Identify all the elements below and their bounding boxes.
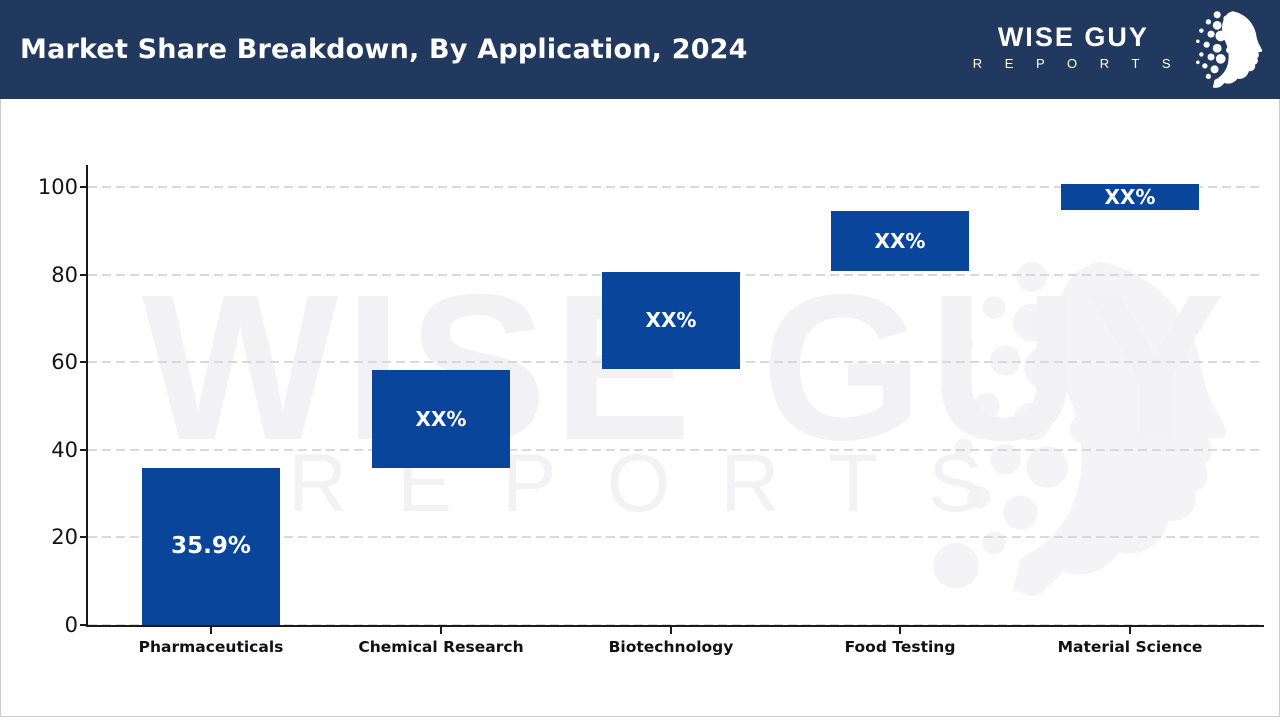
x-category-label-pharmaceuticals: Pharmaceuticals [138, 638, 284, 656]
wise-guy-logo: WISE GUY R E P O R T S [973, 4, 1272, 96]
y-tick-label: 20 [51, 525, 78, 550]
y-tick-label: 80 [51, 262, 78, 287]
logo-wordmark-line2: R E P O R T S [972, 56, 1180, 71]
y-tick-mark [80, 624, 88, 626]
y-tick-label: 100 [37, 175, 78, 199]
bar-value-label: XX% [1104, 185, 1156, 210]
bar-value-label: XX% [645, 308, 697, 333]
bar-value-label: XX% [415, 406, 467, 431]
y-tick-mark [80, 186, 88, 188]
x-category-label-chemical-research: Chemical Research [358, 638, 524, 656]
y-tick-mark [80, 536, 88, 539]
bar-biotechnology: XX% [602, 271, 740, 369]
x-category-label-food-testing: Food Testing [844, 638, 956, 656]
gridline [88, 536, 1264, 539]
x-tick-mark [210, 627, 212, 634]
left-border [0, 99, 1, 716]
bar-value-label: XX% [874, 228, 926, 253]
y-axis-line [86, 165, 88, 627]
bar-value-label: 35.9% [171, 532, 251, 559]
y-tick-label: 0 [64, 613, 78, 637]
bar-pharmaceuticals: 35.9% [142, 467, 280, 625]
bar-food-testing: XX% [831, 210, 969, 271]
page-title: Market Share Breakdown, By Application, … [20, 34, 748, 65]
x-tick-mark [670, 627, 672, 634]
header: Market Share Breakdown, By Application, … [0, 0, 1280, 99]
gridline [88, 448, 1264, 451]
x-axis-line [86, 625, 1264, 627]
wise-guy-head-icon [1196, 11, 1263, 88]
x-tick-mark [899, 627, 901, 634]
x-category-label-biotechnology: Biotechnology [608, 638, 734, 656]
x-category-label-material-science: Material Science [1057, 638, 1203, 656]
y-tick-mark [80, 361, 88, 364]
x-tick-mark [440, 627, 442, 634]
y-tick-label: 60 [51, 350, 78, 375]
bar-chemical-research: XX% [372, 369, 510, 468]
y-tick-mark [80, 448, 88, 451]
logo-wordmark-line1: WISE GUY [997, 22, 1149, 52]
logo-wordmark: WISE GUY R E P O R T S [967, 22, 1180, 71]
gridline [88, 186, 1264, 188]
y-tick-mark [80, 273, 88, 276]
x-tick-mark [1129, 627, 1131, 634]
bar-material-science: XX% [1061, 184, 1199, 211]
y-tick-label: 40 [51, 437, 78, 462]
